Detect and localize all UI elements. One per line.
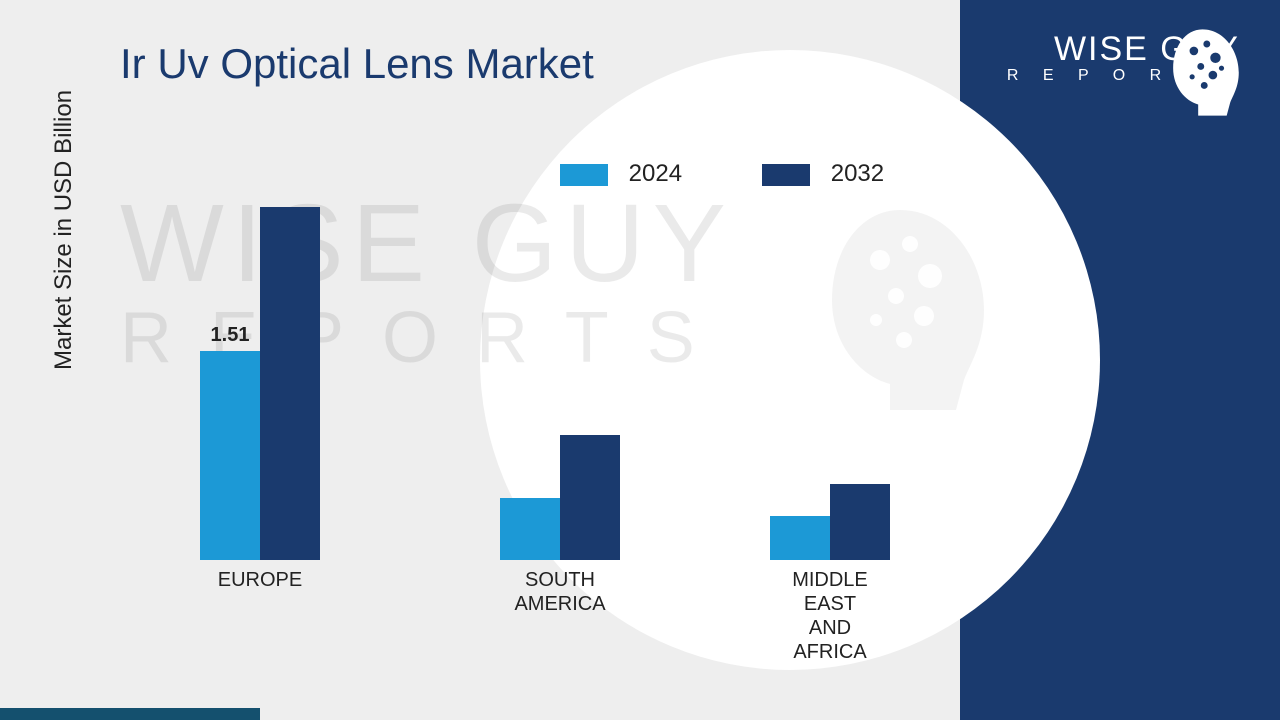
x-label-south_america: SOUTHAMERICA: [500, 568, 620, 616]
bar-mea-2024: [770, 516, 830, 560]
footer-accent-bar: [0, 708, 260, 720]
brand-head-icon: [1155, 25, 1250, 120]
legend-label-2024: 2024: [629, 160, 682, 187]
plot-area: 1.51: [130, 200, 930, 560]
bar-south_america-2032: [560, 435, 620, 560]
x-label-mea: MIDDLEEASTANDAFRICA: [770, 568, 890, 664]
legend-label-2032: 2032: [831, 160, 884, 187]
x-label-europe: EUROPE: [200, 568, 320, 592]
legend-item-2024: 2024: [560, 160, 682, 188]
bar-europe-2032: [260, 207, 320, 560]
legend-swatch-2024: [560, 164, 608, 186]
bar-group-mea: [770, 484, 890, 560]
chart-title: Ir Uv Optical Lens Market: [120, 40, 594, 88]
bar-group-europe: 1.51: [200, 207, 320, 560]
bar-europe-2024: [200, 351, 260, 560]
legend-item-2032: 2032: [762, 160, 884, 188]
value-label-europe-2024: 1.51: [200, 324, 260, 347]
legend: 2024 2032: [560, 160, 884, 188]
canvas: WISE GUY REPORTS Ir Uv Optical Lens Mark…: [0, 0, 1280, 720]
bar-group-south_america: [500, 435, 620, 560]
legend-swatch-2032: [762, 164, 810, 186]
bar-south_america-2024: [500, 498, 560, 560]
bar-mea-2032: [830, 484, 890, 560]
y-axis-label: Market Size in USD Billion: [50, 90, 78, 370]
brand-logo: WISE GUY R E P O R T S: [1007, 30, 1240, 85]
